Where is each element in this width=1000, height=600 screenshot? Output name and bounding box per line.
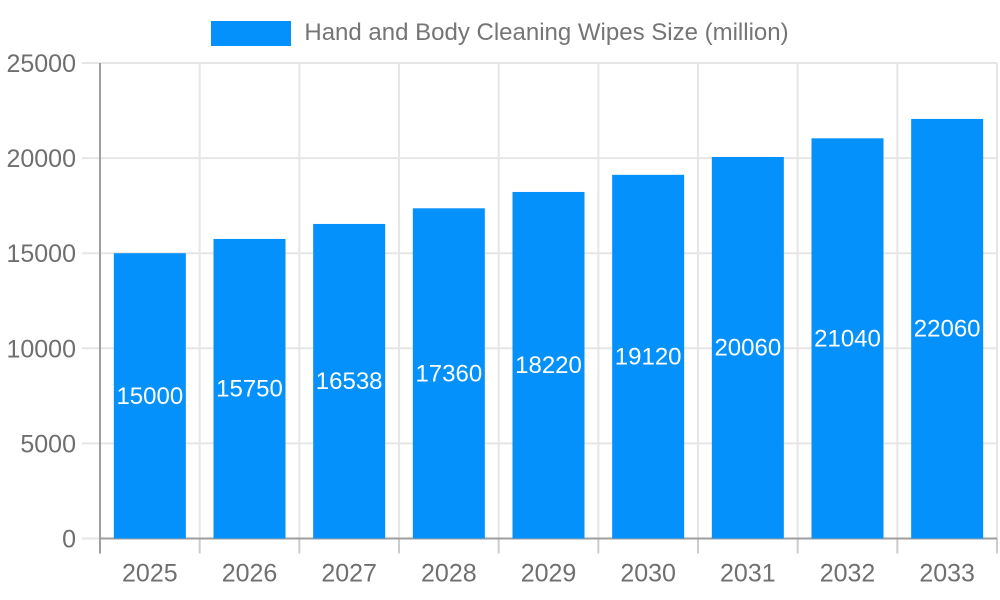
x-axis-label-2031: 2031 bbox=[720, 560, 776, 588]
bar-value-label-2027: 16538 bbox=[316, 368, 383, 395]
bar-2033[interactable] bbox=[911, 118, 984, 539]
y-axis-label-20000: 20000 bbox=[6, 145, 76, 173]
x-axis-label-2030: 2030 bbox=[620, 560, 676, 588]
legend-swatch[interactable] bbox=[211, 20, 292, 46]
bar-value-label-2028: 17360 bbox=[415, 360, 482, 387]
x-axis-label-2027: 2027 bbox=[321, 560, 377, 588]
y-axis-label-5000: 5000 bbox=[20, 430, 76, 458]
bar-value-label-2032: 21040 bbox=[814, 325, 881, 352]
bar-value-label-2029: 18220 bbox=[515, 352, 582, 379]
bar-2030[interactable] bbox=[612, 174, 685, 539]
y-axis-label-25000: 25000 bbox=[6, 50, 76, 78]
bar-2027[interactable] bbox=[313, 223, 386, 539]
bar-value-label-2026: 15750 bbox=[216, 376, 283, 403]
bar-value-label-2031: 20060 bbox=[714, 335, 781, 362]
x-axis-label-2029: 2029 bbox=[521, 560, 577, 588]
x-axis-label-2025: 2025 bbox=[122, 560, 178, 588]
bar-value-label-2030: 19120 bbox=[615, 344, 682, 371]
y-axis-label-0: 0 bbox=[62, 526, 76, 554]
legend-label: Hand and Body Cleaning Wipes Size (milli… bbox=[304, 19, 789, 46]
bar-2032[interactable] bbox=[811, 138, 884, 539]
bar-2028[interactable] bbox=[412, 208, 485, 539]
x-axis-label-2026: 2026 bbox=[222, 560, 278, 588]
legend[interactable]: Hand and Body Cleaning Wipes Size (milli… bbox=[0, 17, 1000, 49]
y-axis-label-15000: 15000 bbox=[6, 240, 76, 268]
y-axis-label-10000: 10000 bbox=[6, 335, 76, 363]
bar-2026[interactable] bbox=[213, 238, 286, 539]
x-axis-label-2028: 2028 bbox=[421, 560, 477, 588]
bar-2025[interactable] bbox=[113, 253, 186, 539]
bar-value-label-2033: 22060 bbox=[914, 316, 981, 343]
bar-value-label-2025: 15000 bbox=[116, 383, 183, 410]
x-axis-label-2032: 2032 bbox=[820, 560, 876, 588]
bar-2031[interactable] bbox=[711, 156, 784, 539]
x-axis-label-2033: 2033 bbox=[919, 560, 975, 588]
bar-2029[interactable] bbox=[512, 191, 585, 539]
